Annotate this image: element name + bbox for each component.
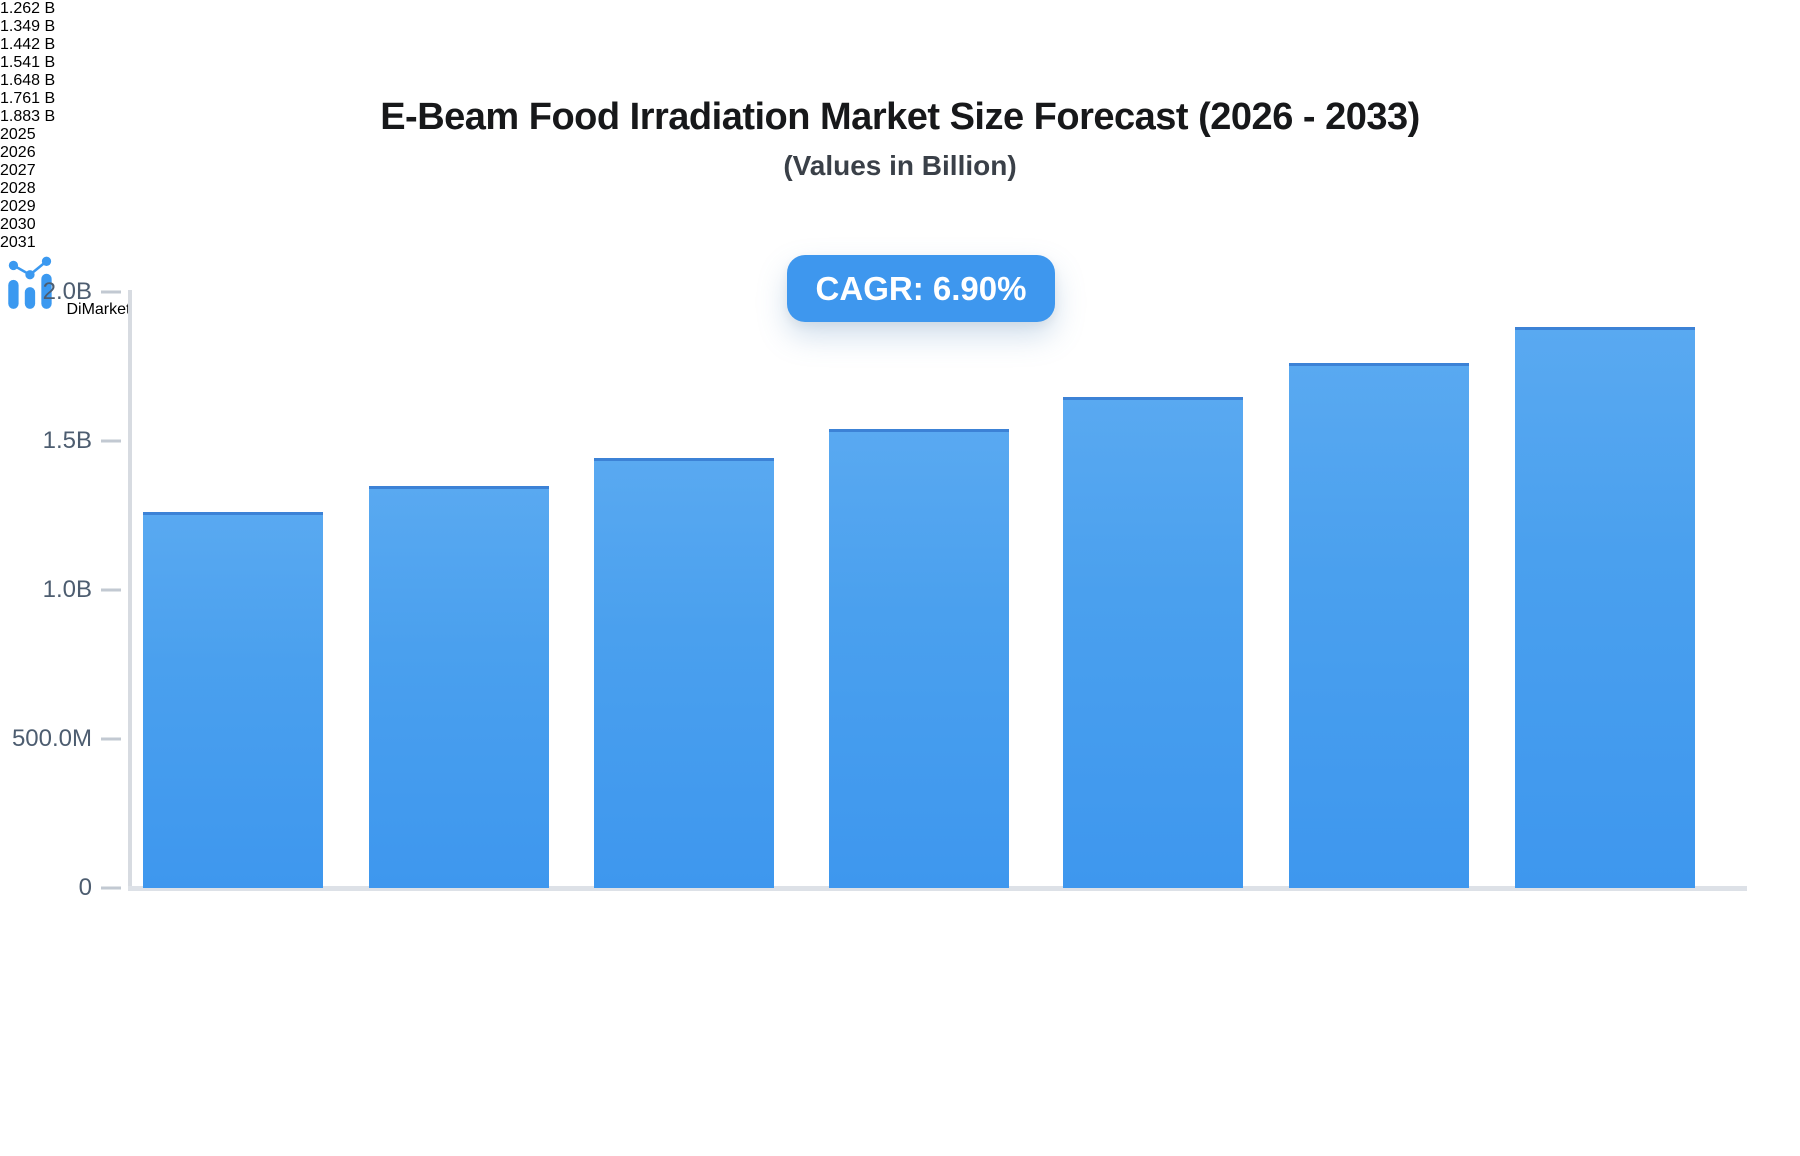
y-tick-mark (101, 439, 121, 443)
cagr-badge: CAGR: 6.90% (787, 255, 1055, 322)
x-tick-label-2027: 2027 (0, 162, 36, 179)
bar-face-2028 (828, 428, 1009, 888)
bar-side-face-2029 (1045, 397, 1063, 888)
bar-side-face-2031 (1497, 327, 1515, 888)
bar-side-face-2027 (774, 458, 792, 888)
y-axis-line (128, 290, 132, 889)
bar-face-2026 (368, 485, 549, 888)
bar-value-label-2027: 1.442 B (0, 36, 56, 53)
x-tick-label-2028: 2028 (0, 180, 36, 197)
bar-2030[interactable] (1271, 363, 1469, 888)
chart-subtitle: (Values in Billion) (783, 150, 1017, 181)
bar-2027[interactable] (594, 458, 792, 888)
bar-2028[interactable] (828, 428, 1009, 888)
y-tick-label-1.5B: 1.5B (42, 427, 92, 454)
bar-side-face-2030 (1271, 363, 1289, 888)
y-tick-label-1.0B: 1.0B (42, 576, 92, 603)
bar-2031[interactable] (1497, 326, 1695, 888)
y-tick-mark (101, 886, 121, 890)
x-axis: 2025 2026 2027 2028 2029 2030 2031 (0, 126, 1800, 252)
bar-face-2029 (1063, 396, 1244, 888)
chart-title: E-Beam Food Irradiation Market Size Fore… (380, 96, 1420, 138)
bar-line-chart-icon (8, 256, 52, 309)
bar-2025[interactable] (143, 511, 341, 888)
bar-side-face-2026 (549, 486, 567, 888)
x-tick-label-2030: 2030 (0, 216, 36, 233)
bar-face-2030 (1289, 363, 1469, 888)
bar-2026[interactable] (368, 485, 567, 888)
bar-face-2025 (143, 511, 323, 888)
bar-value-label-2028: 1.541 B (0, 54, 56, 71)
bar-value-label-2031: 1.883 B (0, 108, 56, 125)
y-tick-label-0: 0 (78, 874, 92, 901)
x-tick-label-2025: 2025 (0, 126, 36, 143)
x-tick-label-2029: 2029 (0, 198, 36, 215)
bars-layer: 1.262 B 1.349 B 1.442 B 1.541 B 1.648 B 1.761… (0, 0, 1800, 888)
bar-side-face-2025 (323, 512, 341, 888)
bar-value-label-2026: 1.349 B (0, 18, 56, 35)
plot-area: 0 500.0M 1.0B 1.5B 2.0B 1.262 B 1.349 B 1.442 … (0, 0, 1800, 901)
y-tick-mark (101, 737, 121, 741)
bar-value-label-2029: 1.648 B (0, 72, 56, 89)
brand-logo: DiMarket (0, 252, 1800, 319)
x-axis-line (128, 886, 1747, 891)
y-tick-mark (101, 290, 121, 294)
brand-name: DiMarket (66, 301, 131, 318)
x-tick-label-2026: 2026 (0, 144, 36, 161)
y-tick-mark (101, 588, 121, 592)
x-tick-label-2031: 2031 (0, 234, 36, 251)
bar-value-label-2030: 1.761 B (0, 90, 56, 107)
y-tick-label-2.0B: 2.0B (42, 278, 92, 305)
bar-face-2027 (594, 458, 775, 888)
bar-value-label-2025: 1.262 B (0, 0, 56, 17)
bar-face-2031 (1514, 326, 1695, 888)
y-tick-label-500.0M: 500.0M (11, 725, 92, 752)
bar-2029[interactable] (1045, 396, 1244, 888)
